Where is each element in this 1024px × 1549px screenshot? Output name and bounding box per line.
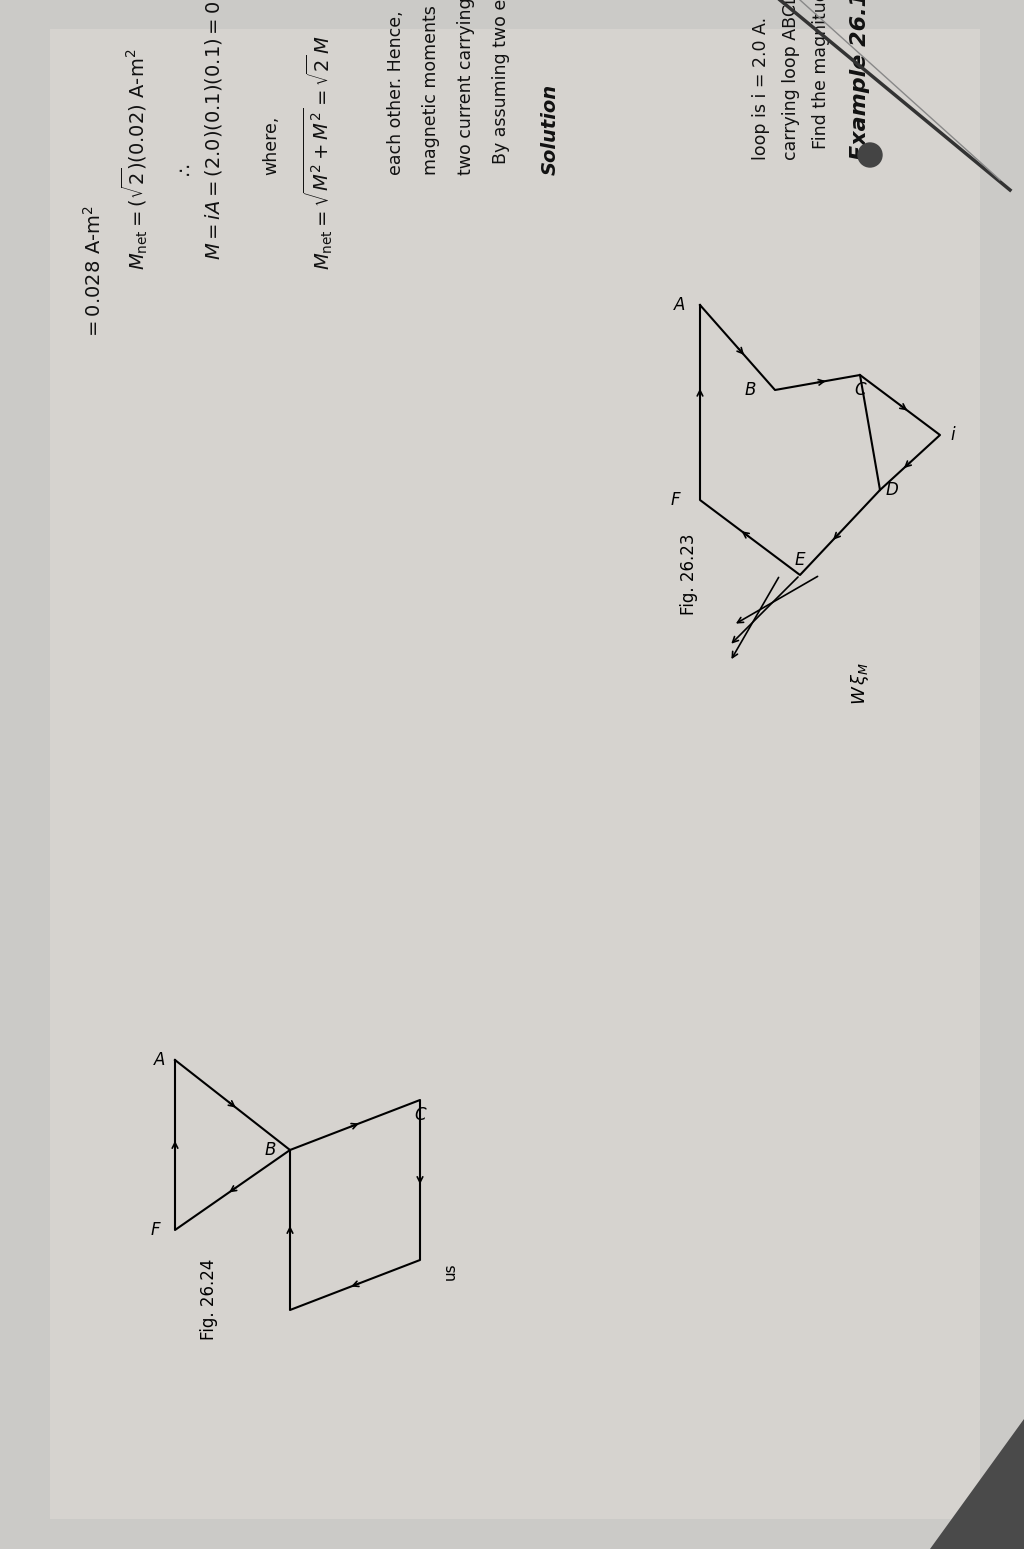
Polygon shape bbox=[930, 1419, 1024, 1549]
Text: ∴: ∴ bbox=[176, 163, 195, 175]
Text: two current carrying loops (ABEFA and BCDEB) are formed. Their: two current carrying loops (ABEFA and BC… bbox=[457, 0, 475, 175]
Circle shape bbox=[858, 143, 882, 167]
Text: By assuming two equal and opposite currents in BE,: By assuming two equal and opposite curre… bbox=[492, 0, 510, 175]
Text: E: E bbox=[795, 551, 805, 568]
Text: C: C bbox=[854, 381, 866, 400]
Text: $W\,\xi_M$: $W\,\xi_M$ bbox=[849, 661, 871, 705]
Text: B: B bbox=[264, 1142, 275, 1159]
Text: A: A bbox=[155, 1052, 166, 1069]
Text: $= 0.028\ \rm A\text{-}m^2$: $= 0.028\ \rm A\text{-}m^2$ bbox=[83, 204, 105, 339]
Text: i: i bbox=[950, 426, 954, 445]
Text: Fig. 26.23: Fig. 26.23 bbox=[680, 533, 698, 615]
Text: Example 26.11: Example 26.11 bbox=[850, 0, 870, 160]
Text: loop is i = 2.0 A.: loop is i = 2.0 A. bbox=[752, 17, 770, 160]
Text: where,: where, bbox=[262, 116, 280, 175]
Text: each other. Hence,: each other. Hence, bbox=[387, 11, 406, 175]
Text: magnetic moments are equal in magnitude but perpendicular to: magnetic moments are equal in magnitude … bbox=[422, 0, 440, 175]
Text: Solution: Solution bbox=[541, 84, 560, 175]
Text: $M = iA = (2.0)(0.1)(0.1) = 0.02\ \rm A\text{-}m^2$: $M = iA = (2.0)(0.1)(0.1) = 0.02\ \rm A\… bbox=[201, 0, 225, 260]
Text: C: C bbox=[414, 1106, 426, 1125]
Text: $M_{\rm net} = (\sqrt{2})(0.02)\ \rm A\text{-}m^2$: $M_{\rm net} = (\sqrt{2})(0.02)\ \rm A\t… bbox=[120, 48, 150, 270]
Text: carrying loop ABCDEFA. Each side of the loop is 10 cm long and current in the: carrying loop ABCDEFA. Each side of the … bbox=[782, 0, 800, 160]
Text: F: F bbox=[151, 1221, 160, 1239]
Text: B: B bbox=[744, 381, 756, 400]
Text: us: us bbox=[442, 1262, 458, 1279]
Polygon shape bbox=[50, 29, 980, 1520]
Text: $M_{\rm net} = \sqrt{M^2+M^2} = \sqrt{2}\,M$: $M_{\rm net} = \sqrt{M^2+M^2} = \sqrt{2}… bbox=[301, 36, 335, 270]
Text: F: F bbox=[670, 491, 680, 510]
Text: Find the magnitude of magnetic moment of the current: Find the magnitude of magnetic moment of… bbox=[812, 0, 830, 160]
Text: Fig. 26.24: Fig. 26.24 bbox=[200, 1259, 218, 1340]
Text: A: A bbox=[675, 296, 686, 314]
Text: D: D bbox=[886, 482, 898, 499]
